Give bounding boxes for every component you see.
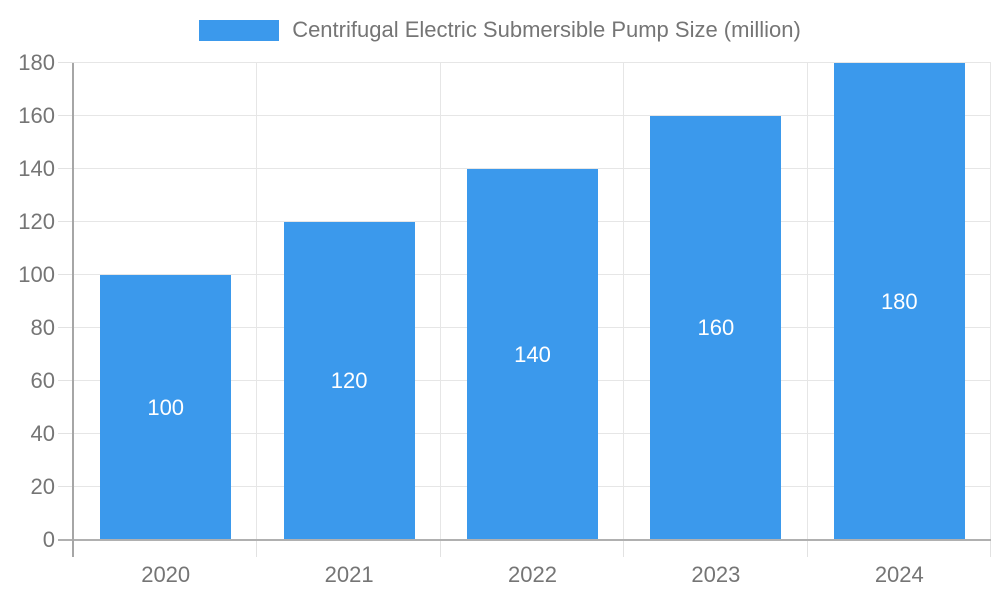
- x-axis-label-2021: 2021: [324, 562, 374, 587]
- y-tick-60: [58, 380, 74, 381]
- bar-2023[interactable]: [650, 116, 782, 540]
- y-axis-label-180: 180: [18, 50, 55, 75]
- y-axis-label-100: 100: [18, 262, 55, 287]
- bar-2021[interactable]: [283, 222, 415, 540]
- y-tick-40: [58, 433, 74, 434]
- bar-value-label-2021: 120: [330, 368, 368, 393]
- gridline-y-160: [74, 115, 991, 116]
- y-tick-80: [58, 327, 74, 328]
- y-tick-160: [58, 115, 74, 116]
- y-axis-label-20: 20: [30, 474, 55, 499]
- y-tick-180: [58, 62, 74, 63]
- chart-legend: Centrifugal Electric Submersible Pump Si…: [0, 17, 1000, 43]
- x-tick-3: [623, 540, 624, 557]
- x-axis-label-2020: 2020: [141, 562, 191, 587]
- y-tick-20: [58, 486, 74, 487]
- x-tick-4: [807, 540, 808, 557]
- gridline-x-4: [807, 63, 808, 540]
- bar-value-label-2023: 160: [697, 315, 735, 340]
- bar-2022[interactable]: [467, 169, 598, 540]
- x-tick-5: [990, 540, 991, 557]
- y-axis-line: [72, 63, 74, 557]
- gridline-y-180: [74, 62, 991, 63]
- y-axis-label-60: 60: [30, 368, 55, 393]
- y-axis-label-120: 120: [18, 209, 55, 234]
- gridline-x-5: [990, 63, 991, 540]
- x-axis-label-2023: 2023: [691, 562, 741, 587]
- y-axis-label-0: 0: [42, 527, 55, 552]
- y-axis-label-40: 40: [30, 421, 55, 446]
- bar-2020[interactable]: [100, 275, 232, 540]
- bar-value-label-2022: 140: [514, 341, 551, 367]
- x-axis-label-2024: 2024: [874, 562, 924, 587]
- gridline-y-140: [74, 168, 991, 169]
- x-tick-2: [440, 540, 441, 557]
- plot-area: 100 120 140 160 180: [74, 62, 991, 540]
- y-axis-label-160: 160: [18, 103, 55, 128]
- y-tick-140: [58, 168, 74, 169]
- x-axis-label-2022: 2022: [508, 562, 557, 587]
- x-tick-1: [256, 540, 257, 557]
- gridline-x-2: [440, 63, 441, 540]
- legend-label: Centrifugal Electric Submersible Pump Si…: [292, 17, 801, 42]
- gridline-x-3: [623, 63, 624, 540]
- x-axis-line: [58, 539, 991, 541]
- y-tick-100: [58, 274, 74, 275]
- bar-2024[interactable]: [833, 63, 965, 540]
- y-axis-label-80: 80: [30, 315, 55, 340]
- legend-swatch: [199, 19, 280, 41]
- y-tick-120: [58, 221, 74, 222]
- gridline-x-1: [256, 63, 257, 540]
- y-axis-label-140: 140: [18, 156, 55, 181]
- bar-value-label-2024: 180: [880, 288, 918, 314]
- bar-value-label-2020: 100: [147, 394, 185, 420]
